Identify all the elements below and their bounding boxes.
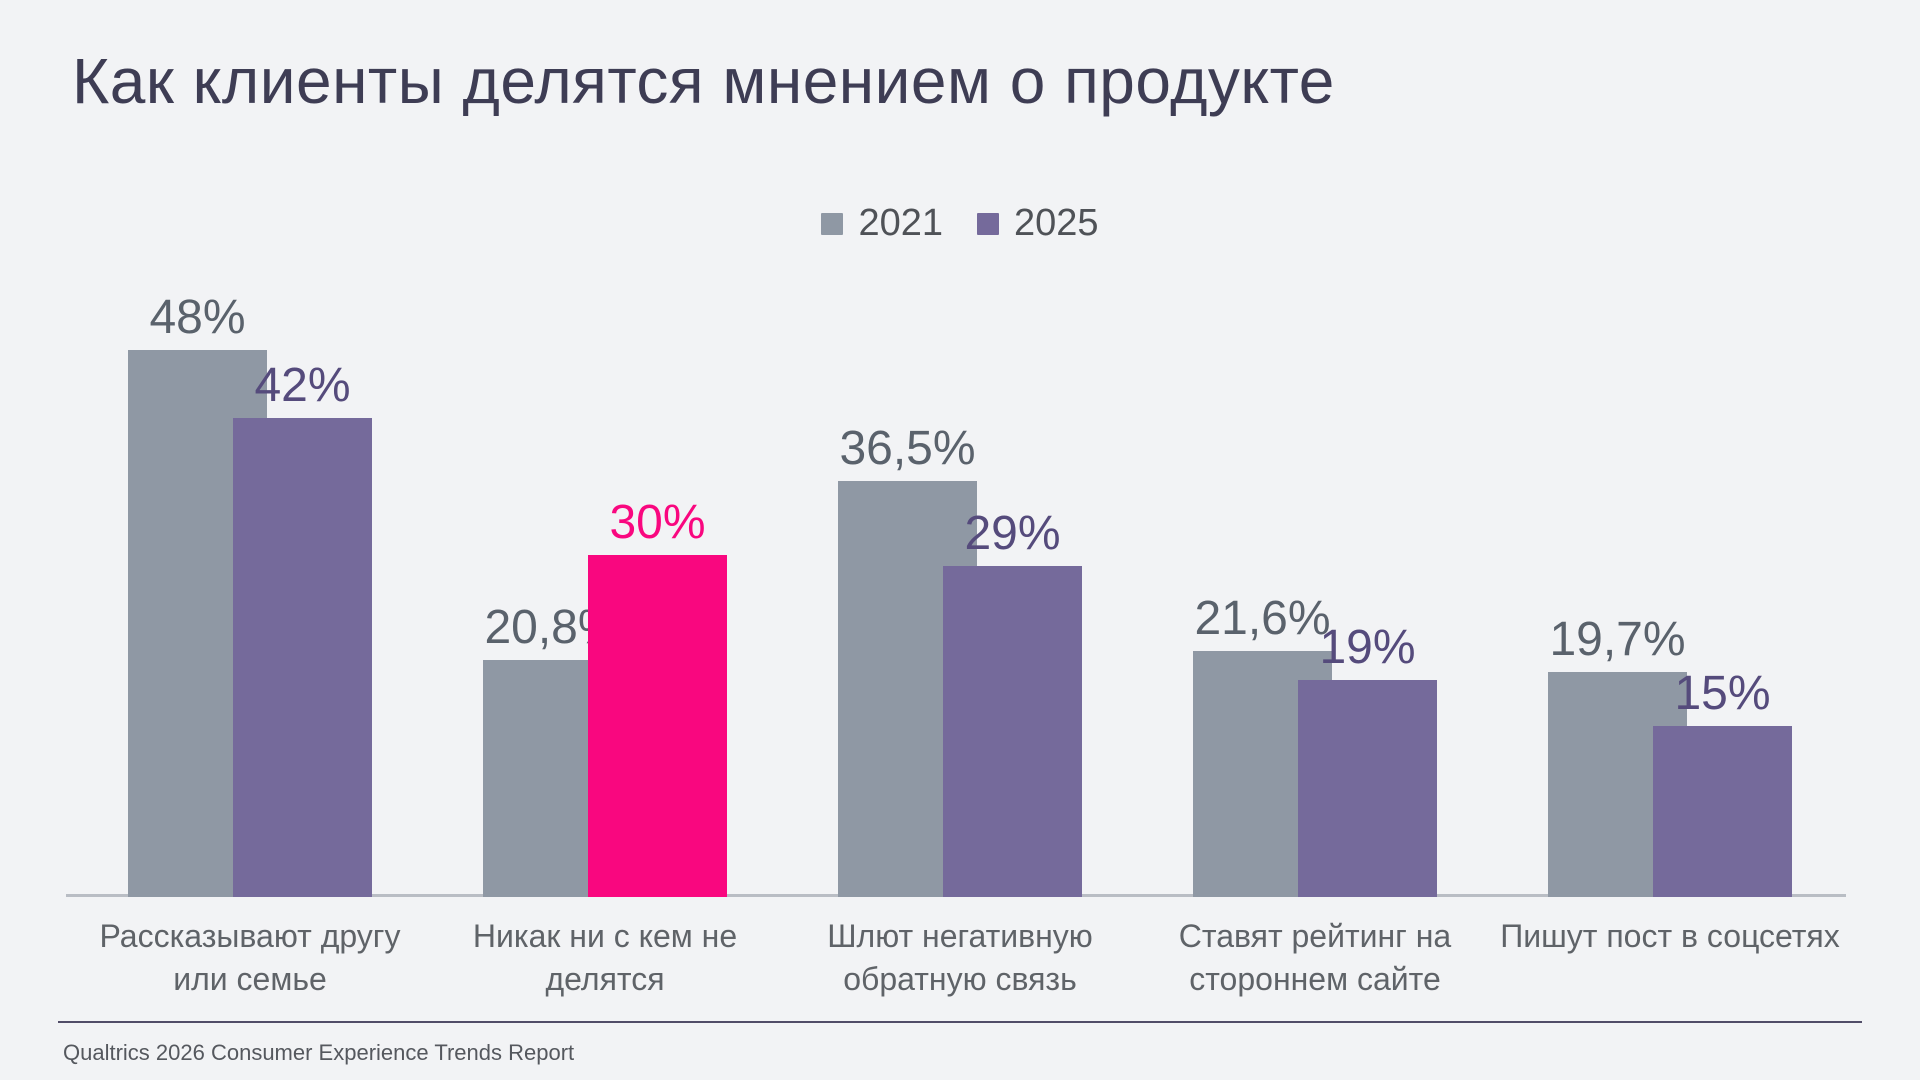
- value-label-2021-cat1: 48%: [149, 291, 246, 344]
- category-label-3: Шлют негативную обратную связь: [827, 918, 1093, 998]
- bar-2025-cat3: [943, 566, 1082, 897]
- category-label-4: Ставят рейтинг на стороннем сайте: [1178, 918, 1452, 998]
- value-label-2021-cat3: 36,5%: [839, 422, 976, 475]
- legend-item-2021: 2021: [821, 202, 943, 245]
- chart-title: Как клиенты делятся мнением о продукте: [72, 45, 1335, 117]
- category-label-2: Никак ни с кем не делятся: [472, 918, 738, 998]
- bar-2025-cat1: [233, 418, 372, 897]
- source-attribution: Qualtrics 2026 Consumer Experience Trend…: [63, 1040, 575, 1065]
- value-label-2025-cat4: 19%: [1319, 621, 1416, 674]
- value-label-2025-cat3: 29%: [964, 507, 1061, 560]
- bar-chart-plot: 48% 20,8% 36,5% 21,6% 19,7% 42% 30% 29% 19% 15%: [66, 291, 1846, 897]
- value-label-2025-cat5: 15%: [1674, 667, 1771, 720]
- value-label-2025-cat2: 30%: [609, 496, 706, 549]
- legend-item-2025: 2025: [977, 202, 1099, 245]
- bar-2025-cat4: [1298, 680, 1437, 897]
- bar-2025-cat5: [1653, 726, 1792, 897]
- category-labels: Рассказывают другу или семье Никак ни с …: [0, 915, 1920, 1025]
- value-label-2021-cat5: 19,7%: [1549, 613, 1686, 666]
- value-label-2025-cat1: 42%: [254, 359, 351, 412]
- legend: 2021 2025: [0, 202, 1920, 245]
- category-label-5: Пишут пост в соцсетях: [1500, 918, 1840, 954]
- footer-divider: [58, 1021, 1862, 1023]
- legend-swatch-2021: [821, 212, 844, 235]
- legend-label-2021: 2021: [858, 202, 943, 244]
- legend-label-2025: 2025: [1014, 202, 1099, 244]
- value-label-2021-cat4: 21,6%: [1194, 592, 1331, 645]
- legend-swatch-2025: [977, 212, 999, 235]
- bar-2025-cat2-highlight: [588, 555, 727, 897]
- category-label-1: Рассказывают другу или семье: [99, 918, 401, 998]
